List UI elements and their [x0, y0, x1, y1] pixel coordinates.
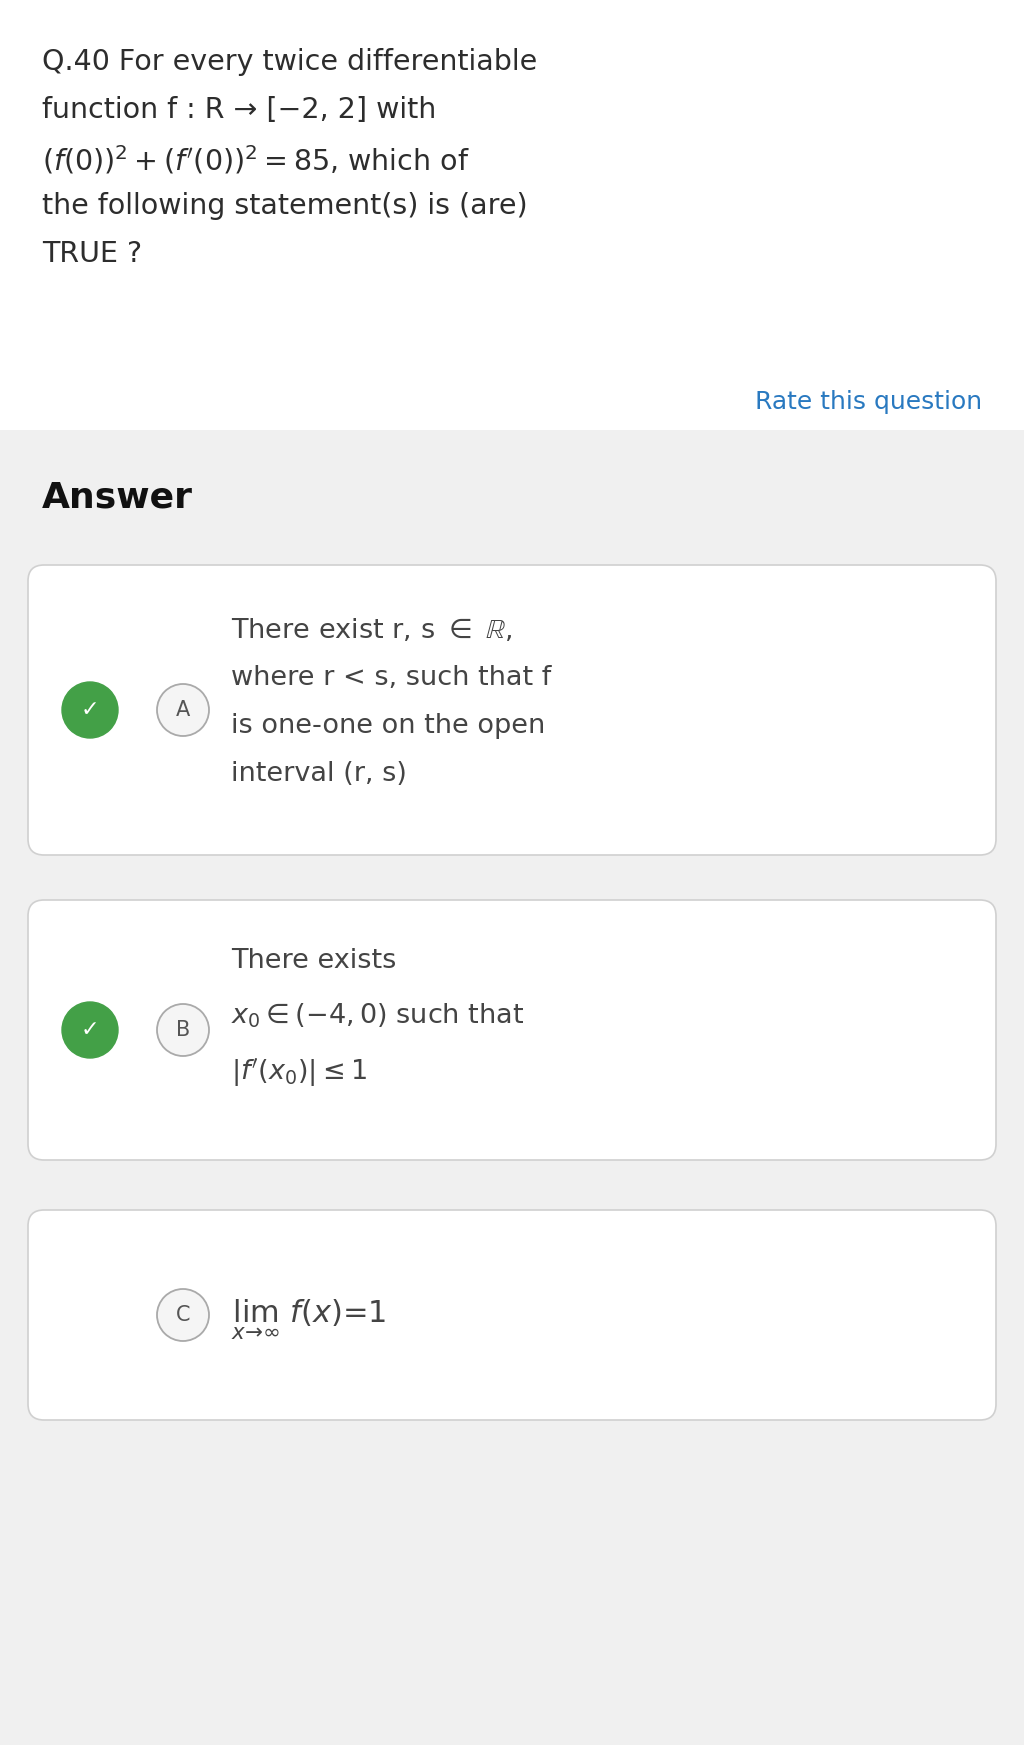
Text: is one-one on the open: is one-one on the open — [231, 714, 545, 738]
Text: $\lim_{x \to \infty}\ f(x) = 1$: $\lim_{x \to \infty}\ f(x) = 1$ — [231, 1297, 386, 1342]
FancyBboxPatch shape — [0, 0, 1024, 429]
FancyBboxPatch shape — [28, 900, 996, 1160]
Text: function f : R → [−2, 2] with: function f : R → [−2, 2] with — [42, 96, 436, 124]
Text: $x_0 \in (-4, 0)$ such that: $x_0 \in (-4, 0)$ such that — [231, 1002, 524, 1031]
Text: the following statement(s) is (are): the following statement(s) is (are) — [42, 192, 527, 220]
Text: A: A — [176, 700, 190, 721]
Text: C: C — [176, 1305, 190, 1324]
Text: ✓: ✓ — [81, 700, 99, 721]
Text: There exist r, s $\in$ $\mathbb{R}$,: There exist r, s $\in$ $\mathbb{R}$, — [231, 618, 512, 644]
Circle shape — [157, 1003, 209, 1056]
Text: ✓: ✓ — [81, 1021, 99, 1040]
FancyBboxPatch shape — [28, 565, 996, 855]
Text: interval (r, s): interval (r, s) — [231, 761, 407, 787]
Circle shape — [62, 1002, 118, 1057]
Text: $(f(0))^2 + (f'(0))^2 = 85$, which of: $(f(0))^2 + (f'(0))^2 = 85$, which of — [42, 145, 470, 176]
Text: Q.40 For every twice differentiable: Q.40 For every twice differentiable — [42, 49, 538, 77]
Text: Answer: Answer — [42, 480, 193, 515]
Text: Rate this question: Rate this question — [755, 389, 982, 414]
Circle shape — [157, 1290, 209, 1340]
Text: There exists: There exists — [231, 948, 396, 974]
Text: TRUE ?: TRUE ? — [42, 241, 142, 269]
Circle shape — [157, 684, 209, 736]
Text: B: B — [176, 1021, 190, 1040]
Text: $|f'(x_0)| \leq 1$: $|f'(x_0)| \leq 1$ — [231, 1056, 367, 1089]
Circle shape — [62, 682, 118, 738]
Text: where r < s, such that f: where r < s, such that f — [231, 665, 551, 691]
FancyBboxPatch shape — [28, 1209, 996, 1420]
